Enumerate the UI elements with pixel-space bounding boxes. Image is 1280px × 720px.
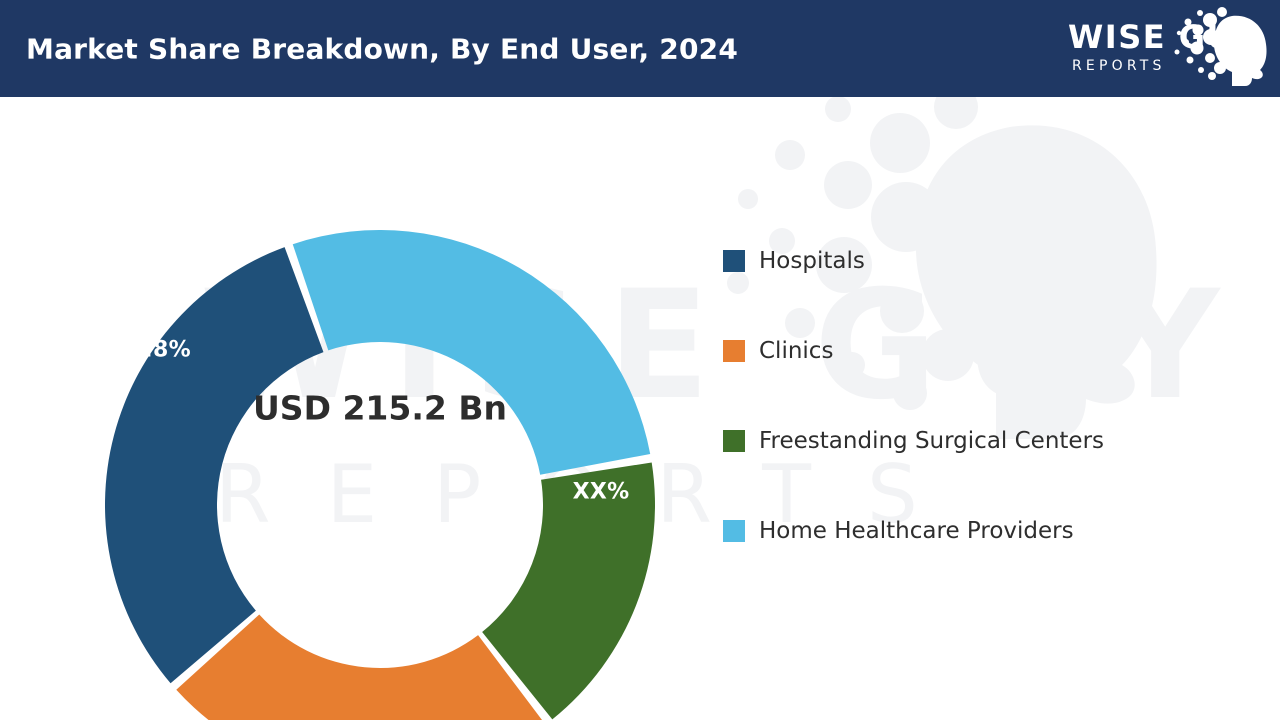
donut-slice[interactable] [104,247,324,684]
slice-label-hospitals: 30.8% [113,337,191,363]
donut-slice[interactable] [482,462,655,720]
header-bar: Market Share Breakdown, By End User, 202… [0,0,1280,97]
donut-slice[interactable] [292,230,651,475]
donut-slices [104,230,655,720]
legend-item-hospitals[interactable]: Hospitals [723,247,1193,274]
legend-swatch-icon [723,340,745,362]
legend-swatch-icon [723,250,745,272]
slice-label-clinics: XX% [328,631,386,657]
legend-item-label: Home Healthcare Providers [759,517,1074,544]
donut-slice[interactable] [176,614,545,720]
legend-item-label: Clinics [759,337,834,364]
slice-label-freestanding-surgical-centers: XX% [572,479,630,505]
legend-item-label: Freestanding Surgical Centers [759,427,1105,454]
legend-swatch-icon [723,430,745,452]
legend-swatch-icon [723,520,745,542]
donut-svg [104,230,655,720]
logo-head-icon [1174,7,1267,86]
page-title: Market Share Breakdown, By End User, 202… [26,32,739,65]
slice-label-home-healthcare-providers: XX% [468,192,526,218]
legend-item-label: Hospitals [759,247,865,274]
logo-wordmark-line2: REPORTS [1072,58,1166,74]
wise-guy-reports-logo: WISE GUY REPORTS [1064,6,1274,91]
chart-legend: Hospitals Clinics Freestanding Surgical … [723,247,1193,544]
legend-item-freestanding-surgical-centers[interactable]: Freestanding Surgical Centers [723,427,1193,454]
legend-item-home-healthcare-providers[interactable]: Home Healthcare Providers [723,517,1193,544]
donut-chart: 30.8% XX% XX% XX% USD 215.2 Bn [0,97,700,720]
donut-center-value: USD 215.2 Bn [253,388,507,428]
legend-item-clinics[interactable]: Clinics [723,337,1193,364]
